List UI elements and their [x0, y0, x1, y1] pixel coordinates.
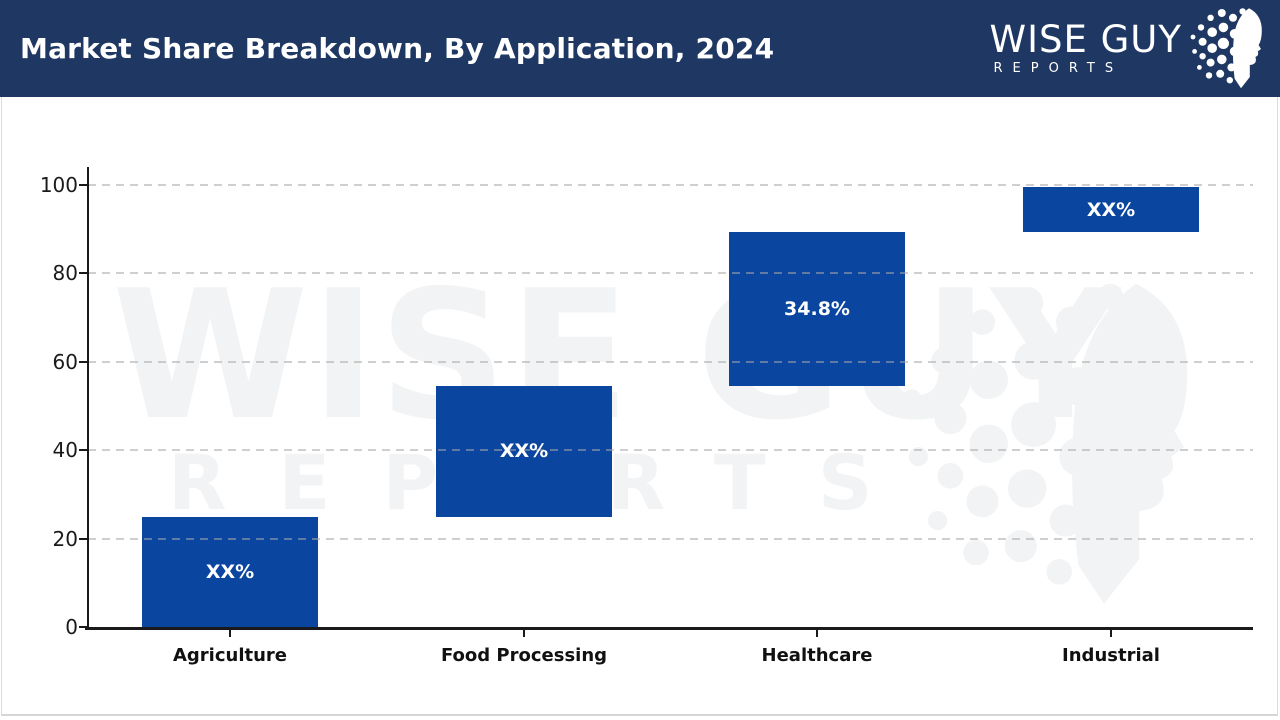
x-category-label-food-processing: Food Processing — [440, 645, 608, 666]
gridline-60 — [88, 360, 1253, 363]
x-axis-line — [85, 627, 1253, 630]
page-title: Market Share Breakdown, By Application, … — [20, 32, 775, 65]
logo-wordmark: WISE GUY — [989, 18, 1182, 61]
waterfall-chart: 0 20 40 60 80 100 XX% Agriculture XX% Food Proces… — [0, 97, 1280, 720]
y-tick-mark-100 — [79, 184, 87, 186]
x-tick-mark-food-processing — [523, 630, 525, 637]
x-tick-mark-agriculture — [229, 630, 231, 637]
y-tick-label: 100 — [39, 173, 78, 197]
bar-value-label-industrial: XX% — [1086, 198, 1136, 221]
bar-agriculture — [142, 516, 318, 627]
y-tick-mark-60 — [79, 360, 87, 363]
y-tick-mark-20 — [79, 537, 87, 540]
logo-subtext: REPORTS — [993, 61, 1124, 76]
x-category-label-industrial: Industrial — [1062, 645, 1160, 666]
x-tick-mark-healthcare — [816, 630, 818, 637]
y-axis-line — [87, 167, 89, 629]
y-tick-label: 40 — [52, 438, 78, 463]
chart-canvas: WISE GUY REPORTS 020406080100XX%Agricult… — [0, 97, 1280, 720]
logo-dotted-face-icon — [1190, 7, 1262, 88]
bar-healthcare — [729, 231, 905, 386]
x-category-label-agriculture: Agriculture — [172, 645, 288, 666]
watermark-dotted-face-icon — [902, 283, 1188, 604]
logo-text: WISE GUY REPORTS — [990, 21, 1182, 76]
x-tick-mark-industrial — [1110, 630, 1112, 637]
wise-guy-logo: WISE GUY REPORTS — [990, 5, 1266, 93]
y-tick-mark-80 — [79, 272, 87, 275]
gridline-100 — [88, 184, 1253, 186]
y-tick-mark-0 — [79, 626, 87, 628]
gridline-20 — [88, 537, 1253, 540]
x-category-label-healthcare: Healthcare — [761, 645, 873, 666]
gridline-40 — [88, 449, 1253, 452]
gridline-80 — [88, 272, 1253, 275]
bar-industrial — [1023, 187, 1199, 232]
bar-food-processing — [436, 385, 612, 517]
y-tick-label: 20 — [52, 526, 78, 551]
bar-value-label-healthcare: 34.8% — [784, 297, 850, 320]
y-tick-label: 0 — [65, 615, 78, 639]
header-bar: Market Share Breakdown, By Application, … — [0, 0, 1280, 97]
y-tick-mark-40 — [79, 449, 87, 452]
y-tick-label: 60 — [52, 349, 78, 374]
bar-value-label-food-processing: XX% — [499, 440, 549, 463]
bar-value-label-agriculture: XX% — [205, 560, 255, 583]
y-tick-label: 80 — [52, 261, 78, 286]
